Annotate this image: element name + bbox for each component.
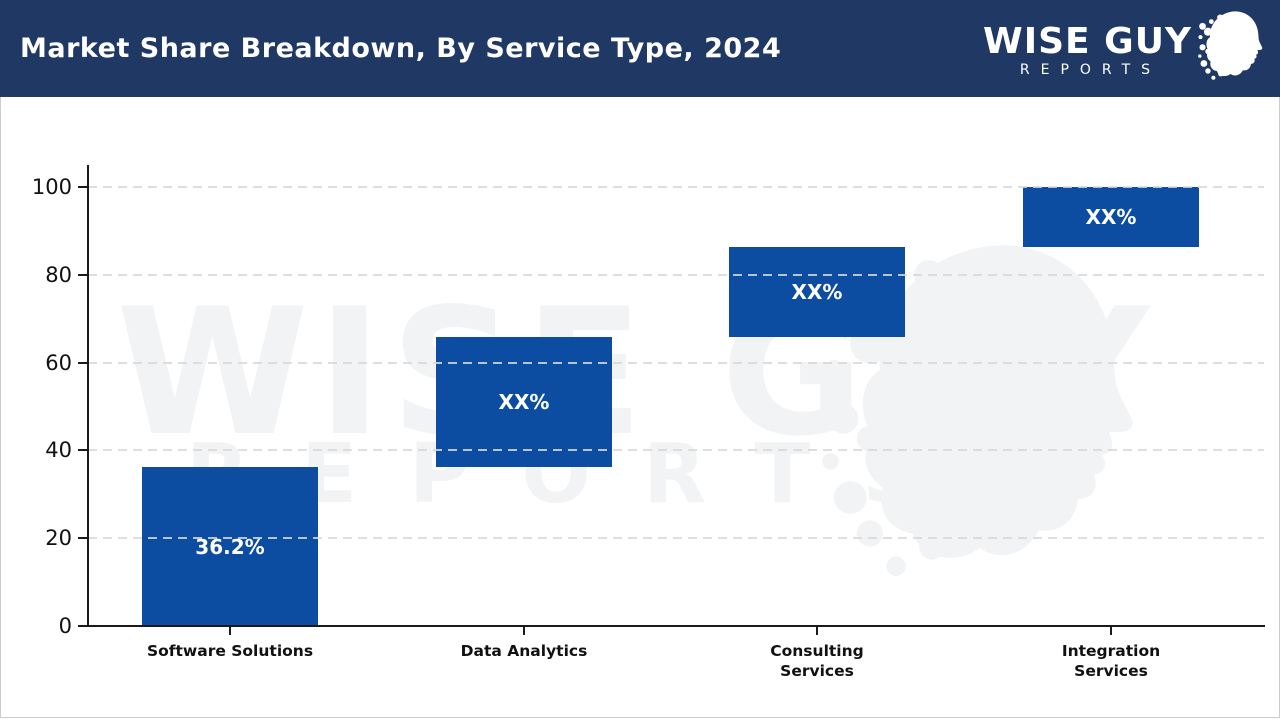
x-tick (229, 626, 231, 635)
gridline (88, 537, 1264, 540)
y-tick (78, 537, 87, 540)
y-tick-label: 60 (45, 350, 72, 375)
page-title: Market Share Breakdown, By Service Type,… (20, 33, 782, 64)
logo-face-icon (1198, 11, 1263, 80)
logo-text: WISE GUY REPORTS (982, 20, 1192, 78)
bar-value-label: 36.2% (195, 534, 265, 559)
gridline (88, 186, 1264, 188)
bar-software-solutions (142, 467, 318, 626)
x-tick-label: Data Analytics (460, 642, 588, 660)
y-tick-label: 80 (45, 262, 72, 287)
x-tick-label: Consulting Services (770, 642, 864, 680)
gridline (88, 273, 1264, 276)
x-tick-label: Integration Services (1061, 642, 1161, 680)
header: Market Share Breakdown, By Service Type,… (0, 0, 1280, 97)
gridline (88, 361, 1264, 364)
y-tick (78, 361, 87, 364)
x-tick (816, 626, 818, 635)
y-axis (87, 165, 89, 627)
y-tick (78, 625, 87, 627)
y-tick (78, 186, 87, 188)
bar-value-label: XX% (498, 390, 550, 415)
logo-wordmark: WISE GUY (982, 20, 1192, 62)
bar-data-analytics (436, 337, 612, 468)
watermark-wordmark: WISE GUY (116, 272, 1158, 475)
bar-integration-services (1023, 187, 1199, 247)
y-tick-label: 0 (58, 614, 72, 638)
x-tick (523, 626, 525, 635)
gridline (88, 449, 1264, 452)
logo-subtitle: REPORTS (1019, 61, 1162, 78)
y-tick-label: 20 (45, 526, 72, 551)
x-axis (87, 625, 1265, 627)
wise-guy-logo: WISE GUY REPORTS (983, 6, 1272, 94)
y-tick (78, 273, 87, 276)
x-tick-label: Software Solutions (146, 642, 314, 660)
bar-value-label: XX% (1085, 204, 1137, 229)
bar-value-label: XX% (791, 279, 843, 304)
y-tick-label: 100 (31, 175, 72, 199)
y-tick-label: 40 (45, 438, 72, 463)
x-tick (1110, 626, 1112, 635)
chart-area: WISE GUY REPORTS 36.2% XX% XX% XX% 0 20 40 60 80… (1, 97, 1278, 716)
y-tick (78, 449, 87, 452)
